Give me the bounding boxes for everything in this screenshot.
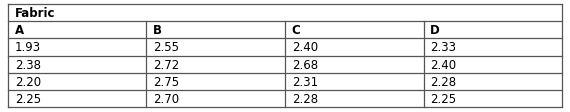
Text: 2.25: 2.25 bbox=[430, 93, 457, 105]
Text: Fabric: Fabric bbox=[15, 7, 55, 19]
Text: 2.75: 2.75 bbox=[153, 75, 180, 88]
Text: B: B bbox=[153, 24, 162, 37]
Text: 2.72: 2.72 bbox=[153, 58, 180, 71]
Text: 2.38: 2.38 bbox=[15, 58, 41, 71]
Text: 2.31: 2.31 bbox=[292, 75, 318, 88]
Text: D: D bbox=[430, 24, 440, 37]
Text: A: A bbox=[15, 24, 24, 37]
Text: 2.40: 2.40 bbox=[292, 41, 318, 54]
Text: 2.20: 2.20 bbox=[15, 75, 41, 88]
Text: 2.25: 2.25 bbox=[15, 93, 41, 105]
Text: 2.55: 2.55 bbox=[153, 41, 180, 54]
Text: C: C bbox=[292, 24, 300, 37]
Text: 2.68: 2.68 bbox=[292, 58, 318, 71]
Text: 2.33: 2.33 bbox=[430, 41, 457, 54]
Text: 2.28: 2.28 bbox=[292, 93, 318, 105]
Text: 1.93: 1.93 bbox=[15, 41, 41, 54]
Text: 2.70: 2.70 bbox=[153, 93, 180, 105]
Text: 2.28: 2.28 bbox=[430, 75, 457, 88]
Text: 2.40: 2.40 bbox=[430, 58, 457, 71]
